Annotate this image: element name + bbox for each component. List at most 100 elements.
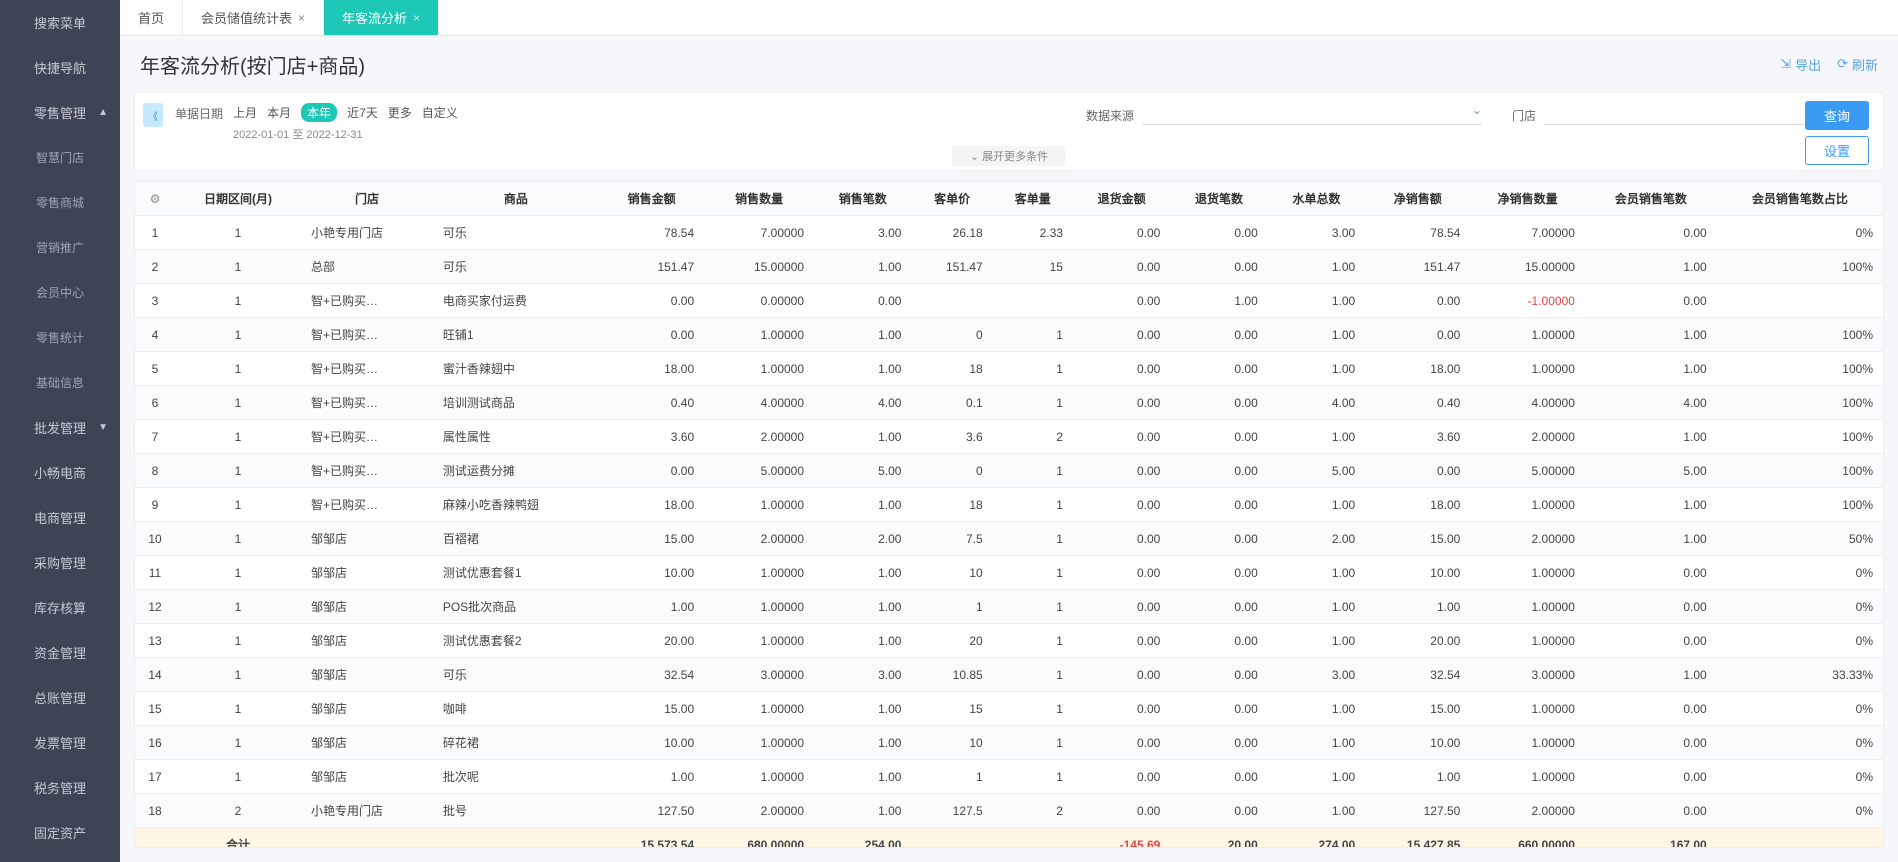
table-row[interactable]: 151邹邹店咖啡15.001.000001.001510.000.001.001… xyxy=(135,692,1883,726)
table-header-cell[interactable]: 门店 xyxy=(301,182,433,216)
close-icon[interactable]: × xyxy=(298,11,305,25)
sidebar-item[interactable]: 电商管理 xyxy=(0,495,120,540)
setting-button[interactable]: 设置 xyxy=(1805,136,1869,165)
table-row[interactable]: 41智+已购买…旺铺10.001.000001.00010.000.001.00… xyxy=(135,318,1883,352)
table-header-cell[interactable]: 净销售额 xyxy=(1365,182,1470,216)
table-row[interactable]: 81智+已购买…测试运费分摊0.005.000005.00010.000.005… xyxy=(135,454,1883,488)
sidebar-item[interactable]: 小畅电商 xyxy=(0,450,120,495)
table-header-cell[interactable]: 客单价 xyxy=(911,182,992,216)
export-button[interactable]: ⇲ 导出 xyxy=(1780,55,1821,74)
sidebar-item[interactable]: 资金管理 xyxy=(0,630,120,675)
table-row[interactable]: 61智+已购买…培训测试商品0.404.000004.000.110.000.0… xyxy=(135,386,1883,420)
expand-more-button[interactable]: ⌄ 展开更多条件 xyxy=(952,146,1066,166)
table-cell: 1 xyxy=(175,760,301,794)
table-cell: 0.00 xyxy=(1170,250,1267,284)
table-cell: 0% xyxy=(1717,216,1883,250)
sidebar-item[interactable]: 采购管理 xyxy=(0,540,120,585)
sidebar-item[interactable]: 批发管理▼ xyxy=(0,405,120,450)
date-option[interactable]: 更多 xyxy=(388,104,412,121)
table-cell: 78.54 xyxy=(1365,216,1470,250)
table-row[interactable]: 121邹邹店POS批次商品1.001.000001.00110.000.001.… xyxy=(135,590,1883,624)
sidebar-item[interactable]: 搜索菜单 xyxy=(0,0,120,45)
table-row[interactable]: 141邹邹店可乐32.543.000003.0010.8510.000.003.… xyxy=(135,658,1883,692)
close-icon[interactable]: × xyxy=(413,11,420,25)
table-header-cell[interactable]: 客单量 xyxy=(993,182,1073,216)
sidebar-item[interactable]: 会员中心 xyxy=(0,270,120,315)
table-cell: 1.00 xyxy=(814,794,911,828)
table-cell: 20 xyxy=(911,624,992,658)
table-row[interactable]: 11小艳专用门店可乐78.547.000003.0026.182.330.000… xyxy=(135,216,1883,250)
table-cell: 0.00 xyxy=(1073,318,1170,352)
sidebar-item[interactable]: 工资 xyxy=(0,855,120,862)
date-option[interactable]: 自定义 xyxy=(422,104,458,121)
table-cell: 邹邹店 xyxy=(301,556,433,590)
table-row[interactable]: 31智+已购买…电商买家付运费0.000.000000.000.001.001.… xyxy=(135,284,1883,318)
sidebar-item[interactable]: 零售商城 xyxy=(0,180,120,225)
table-cell: 1 xyxy=(175,590,301,624)
sidebar-item[interactable]: 快捷导航 xyxy=(0,45,120,90)
table-header-cell[interactable]: 销售数量 xyxy=(704,182,814,216)
query-button[interactable]: 查询 xyxy=(1805,101,1869,130)
tab[interactable]: 年客流分析× xyxy=(324,0,439,35)
table-cell: 4.00 xyxy=(814,386,911,420)
table-cell: 1 xyxy=(175,352,301,386)
table-cell: 1 xyxy=(993,522,1073,556)
tab[interactable]: 首页 xyxy=(120,0,183,35)
total-cell xyxy=(433,828,599,849)
table-header-cell[interactable]: 退货笔数 xyxy=(1170,182,1267,216)
gear-icon[interactable]: ⚙ xyxy=(150,192,161,206)
table-cell: 0.00 xyxy=(1170,658,1267,692)
sidebar-item[interactable]: 总账管理 xyxy=(0,675,120,720)
table-header-cell[interactable]: 净销售数量 xyxy=(1470,182,1585,216)
table-cell: 1.00000 xyxy=(1470,760,1585,794)
sidebar-item[interactable]: 发票管理 xyxy=(0,720,120,765)
table-header-cell[interactable]: 退货金额 xyxy=(1073,182,1170,216)
table-cell: 0.00 xyxy=(1073,216,1170,250)
table-cell: 0.00 xyxy=(1170,522,1267,556)
table-cell xyxy=(993,284,1073,318)
table-cell: 100% xyxy=(1717,386,1883,420)
table-cell: 1 xyxy=(175,488,301,522)
table-header-cell[interactable]: 会员销售笔数占比 xyxy=(1717,182,1883,216)
sidebar-item[interactable]: 库存核算 xyxy=(0,585,120,630)
table-cell: 18.00 xyxy=(599,352,704,386)
sidebar-item[interactable]: 基础信息 xyxy=(0,360,120,405)
date-range: 2022-01-01 至 2022-12-31 xyxy=(233,126,458,142)
sidebar-item[interactable]: 零售统计 xyxy=(0,315,120,360)
table-row[interactable]: 111邹邹店测试优惠套餐110.001.000001.001010.000.00… xyxy=(135,556,1883,590)
sidebar-item[interactable]: 智慧门店 xyxy=(0,135,120,180)
table-header-cell[interactable]: 商品 xyxy=(433,182,599,216)
datasource-select[interactable]: ⌄ xyxy=(1142,103,1482,125)
table-row[interactable]: 91智+已购买…麻辣小吃香辣鸭翅18.001.000001.001810.000… xyxy=(135,488,1883,522)
date-option[interactable]: 本月 xyxy=(267,104,291,121)
sidebar-item[interactable]: 税务管理 xyxy=(0,765,120,810)
table-row[interactable]: 21总部可乐151.4715.000001.00151.47150.000.00… xyxy=(135,250,1883,284)
table-header-cell[interactable]: 销售笔数 xyxy=(814,182,911,216)
table-cell: 4 xyxy=(135,318,175,352)
table-row[interactable]: 161邹邹店碎花裙10.001.000001.001010.000.001.00… xyxy=(135,726,1883,760)
store-select[interactable] xyxy=(1544,103,1844,125)
table-header-cell[interactable]: ⚙ xyxy=(135,182,175,216)
sidebar-item[interactable]: 零售管理▲ xyxy=(0,90,120,135)
table-header-cell[interactable]: 日期区间(月) xyxy=(175,182,301,216)
table-header-cell[interactable]: 会员销售笔数 xyxy=(1585,182,1717,216)
table-row[interactable]: 51智+已购买…蜜汁香辣翅中18.001.000001.001810.000.0… xyxy=(135,352,1883,386)
date-option[interactable]: 近7天 xyxy=(347,104,378,121)
collapse-toggle[interactable]: 《 xyxy=(143,103,163,127)
refresh-button[interactable]: ⟳ 刷新 xyxy=(1837,55,1878,74)
table-row[interactable]: 101邹邹店百褶裙15.002.000002.007.510.000.002.0… xyxy=(135,522,1883,556)
table-cell: 咖啡 xyxy=(433,692,599,726)
date-option[interactable]: 上月 xyxy=(233,104,257,121)
table-cell: 测试运费分摊 xyxy=(433,454,599,488)
total-cell xyxy=(135,828,175,849)
table-row[interactable]: 71智+已购买…属性属性3.602.000001.003.620.000.001… xyxy=(135,420,1883,454)
sidebar-item[interactable]: 固定资产 xyxy=(0,810,120,855)
table-header-cell[interactable]: 水单总数 xyxy=(1268,182,1365,216)
sidebar-item[interactable]: 营销推广 xyxy=(0,225,120,270)
date-option[interactable]: 本年 xyxy=(301,103,337,122)
table-row[interactable]: 182小艳专用门店批号127.502.000001.00127.520.000.… xyxy=(135,794,1883,828)
table-header-cell[interactable]: 销售金额 xyxy=(599,182,704,216)
table-row[interactable]: 171邹邹店批次呢1.001.000001.00110.000.001.001.… xyxy=(135,760,1883,794)
tab[interactable]: 会员储值统计表× xyxy=(183,0,324,35)
table-row[interactable]: 131邹邹店测试优惠套餐220.001.000001.002010.000.00… xyxy=(135,624,1883,658)
